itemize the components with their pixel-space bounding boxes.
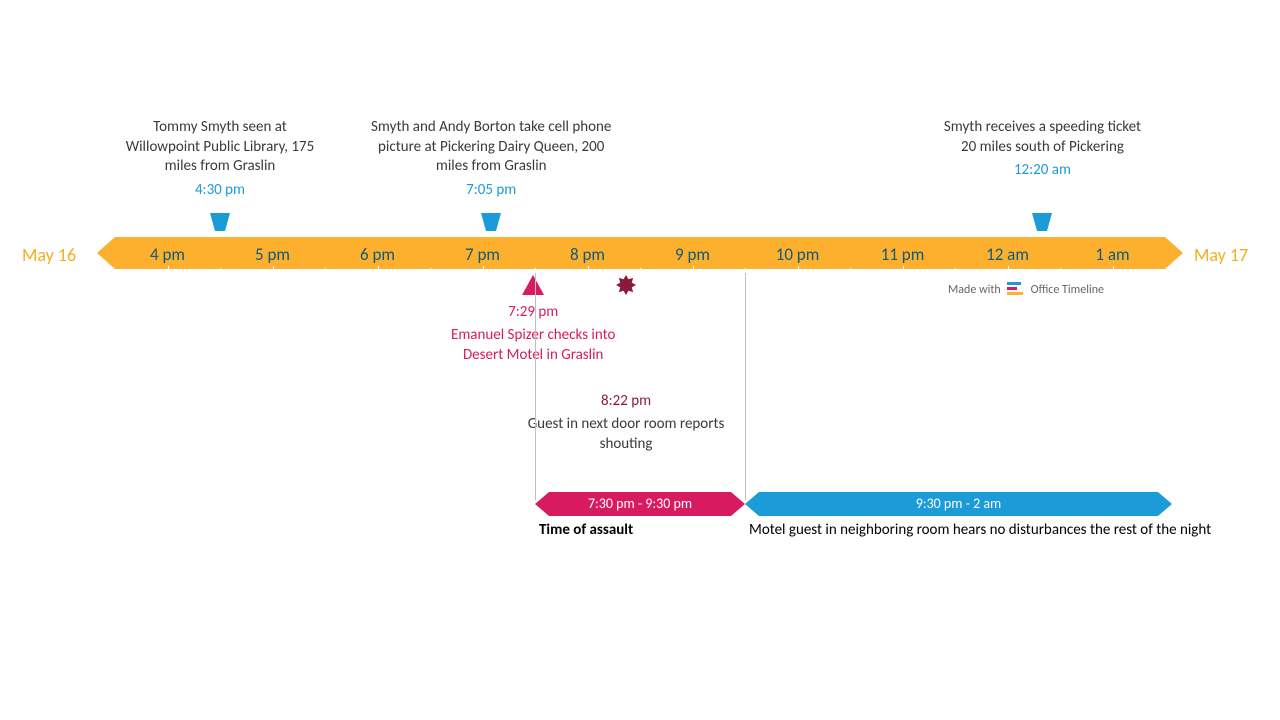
- tick-major: [1113, 266, 1114, 273]
- guide-vline: [535, 273, 536, 500]
- tick-major: [1008, 266, 1009, 273]
- tick-minor: [220, 268, 221, 272]
- tick-minor: [535, 268, 536, 272]
- tick-minor: [1060, 268, 1061, 272]
- event-marker-triangle-icon: [522, 275, 544, 300]
- event-below-time: 8:22 pm: [516, 392, 736, 410]
- event-above-time: 7:05 pm: [361, 181, 621, 201]
- hour-label: 8 pm: [570, 244, 605, 265]
- hour-label: 12 am: [986, 244, 1029, 265]
- range-arrow-right-icon: [1158, 492, 1172, 516]
- axis-end-date: May 17: [1194, 244, 1248, 266]
- event-above: Smyth receives a speeding ticket 20 mile…: [942, 118, 1142, 181]
- axis-start-date: May 16: [22, 244, 76, 266]
- event-above-desc: Smyth and Andy Borton take cell phone pi…: [361, 118, 621, 177]
- event-marker-flag-icon: [210, 213, 230, 236]
- range-bar: 7:30 pm - 9:30 pm: [549, 492, 731, 516]
- event-above-desc: Smyth receives a speeding ticket 20 mile…: [942, 118, 1142, 157]
- tick-minor: [325, 268, 326, 272]
- hour-label: 1 am: [1095, 244, 1129, 265]
- timeline-canvas: May 16 May 17 4 pm 5 pm 6 pm 7 pm 8 pm 9 pm 10…: [0, 0, 1280, 720]
- axis-arrow-left: [97, 237, 115, 269]
- event-marker-flag-icon: [481, 213, 501, 236]
- tick-major: [483, 266, 484, 273]
- tick-major: [903, 266, 904, 273]
- hour-label: 11 pm: [881, 244, 925, 265]
- event-above: Tommy Smyth seen at Willowpoint Public L…: [115, 118, 325, 200]
- tick-major: [168, 266, 169, 273]
- event-below-time: 7:29 pm: [448, 303, 618, 321]
- office-timeline-logo-icon: [1007, 281, 1025, 299]
- made-with-brand: Office Timeline: [1031, 283, 1104, 297]
- hour-label: 9 pm: [675, 244, 710, 265]
- event-marker-star-icon: [616, 275, 636, 300]
- range-bar: 9:30 pm - 2 am: [759, 492, 1158, 516]
- tick-minor: [955, 268, 956, 272]
- axis-arrow-right: [1165, 237, 1183, 269]
- made-with-watermark: Made with Office Timeline: [948, 281, 1104, 299]
- range-description: Motel guest in neighboring room hears no…: [749, 521, 1280, 539]
- event-above-time: 4:30 pm: [115, 181, 325, 201]
- event-above-time: 12:20 am: [942, 161, 1142, 181]
- guide-vline: [745, 273, 746, 500]
- hour-label: 4 pm: [150, 244, 185, 265]
- event-below-desc: Guest in next door room reports shouting: [516, 415, 736, 454]
- range-arrow-left-icon: [745, 492, 759, 516]
- tick-minor: [430, 268, 431, 272]
- made-with-text: Made with: [948, 283, 1001, 297]
- event-above: Smyth and Andy Borton take cell phone pi…: [361, 118, 621, 200]
- event-marker-flag-icon: [1032, 213, 1052, 236]
- tick-minor: [850, 268, 851, 272]
- event-below-desc: Emanuel Spizer checks into Desert Motel …: [448, 326, 618, 365]
- tick-major: [588, 266, 589, 273]
- hour-label: 6 pm: [360, 244, 395, 265]
- tick-major: [378, 266, 379, 273]
- tick-major: [273, 266, 274, 273]
- range-arrow-left-icon: [535, 492, 549, 516]
- tick-major: [693, 266, 694, 273]
- hour-label: 5 pm: [255, 244, 290, 265]
- tick-minor: [640, 268, 641, 272]
- range-arrow-right-icon: [731, 492, 745, 516]
- hour-label: 7 pm: [465, 244, 500, 265]
- event-above-desc: Tommy Smyth seen at Willowpoint Public L…: [115, 118, 325, 177]
- tick-major: [798, 266, 799, 273]
- tick-minor: [745, 268, 746, 272]
- hour-label: 10 pm: [776, 244, 820, 265]
